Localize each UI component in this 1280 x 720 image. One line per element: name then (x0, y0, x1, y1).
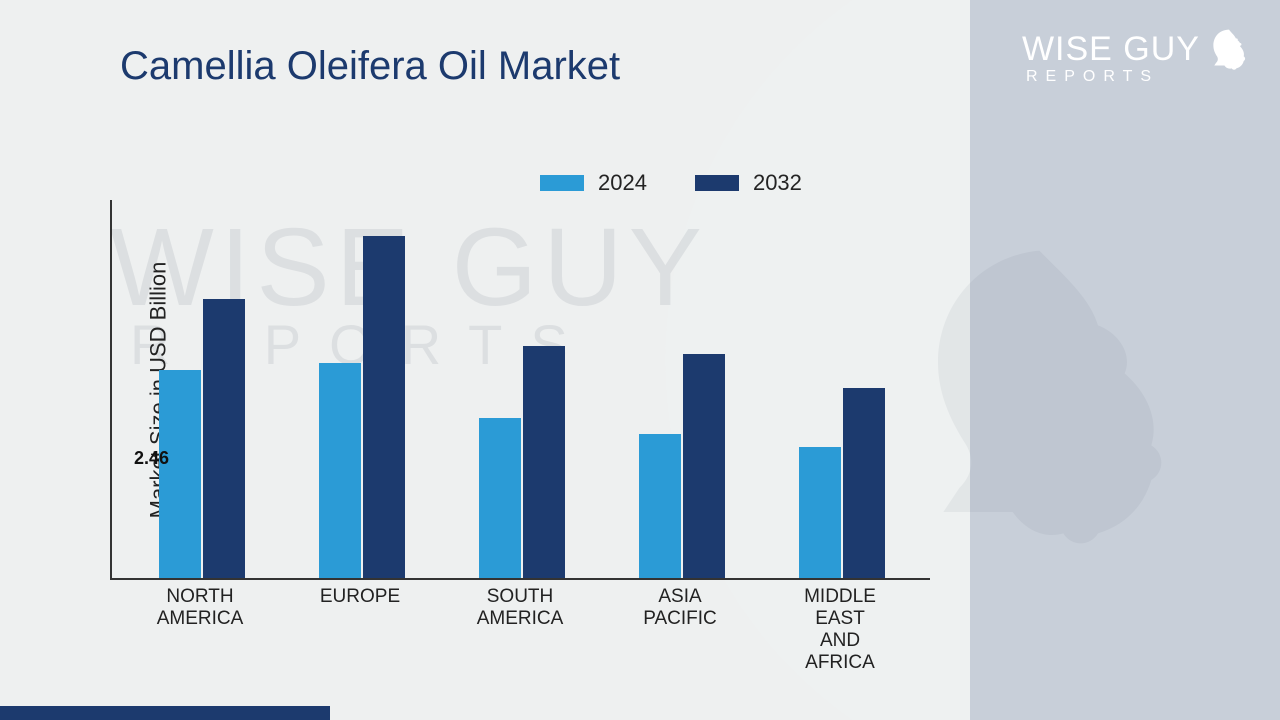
legend-swatch-2024 (540, 175, 584, 191)
bar-group (462, 346, 582, 578)
x-axis-label: ASIAPACIFIC (610, 586, 750, 630)
bar-2032 (523, 346, 565, 578)
legend-label-2024: 2024 (598, 170, 647, 196)
legend-swatch-2032 (695, 175, 739, 191)
bar-2024 (799, 447, 841, 578)
chart-area: Market Size in USD Billion 2.46 NORTHAME… (90, 200, 940, 580)
bar-group: 2.46 (142, 299, 262, 578)
bar-2024 (159, 370, 201, 578)
x-axis-label: NORTHAMERICA (130, 586, 270, 630)
bar-group (622, 354, 742, 578)
plot-area: 2.46 (110, 200, 930, 580)
chart-title: Camellia Oleifera Oil Market (120, 44, 620, 89)
bar-2032 (363, 236, 405, 578)
page-root: WISE GUY REPORTS Camellia Oleifera Oil M… (0, 0, 1280, 720)
bar-2024 (319, 363, 361, 578)
bar-group (302, 236, 422, 578)
legend-label-2032: 2032 (753, 170, 802, 196)
bar-2032 (203, 299, 245, 578)
bar-2032 (843, 388, 885, 578)
legend: 2024 2032 (540, 170, 802, 196)
brand-logo: WISE GUY REPORTS (1022, 26, 1252, 86)
logo-main-text: WISE GUY (1022, 30, 1200, 69)
watermark-head-icon (910, 240, 1190, 560)
legend-item-2032: 2032 (695, 170, 802, 196)
bar-value-label: 2.46 (134, 448, 254, 469)
bar-2032 (683, 354, 725, 578)
x-axis-label: SOUTHAMERICA (450, 586, 590, 630)
bottom-accent-bar (0, 706, 330, 720)
head-icon (1206, 26, 1252, 72)
bar-group (782, 388, 902, 578)
bar-2024 (479, 418, 521, 578)
x-axis-label: EUROPE (290, 586, 430, 608)
x-axis-label: MIDDLEEASTANDAFRICA (770, 586, 910, 673)
legend-item-2024: 2024 (540, 170, 647, 196)
bar-2024 (639, 434, 681, 578)
